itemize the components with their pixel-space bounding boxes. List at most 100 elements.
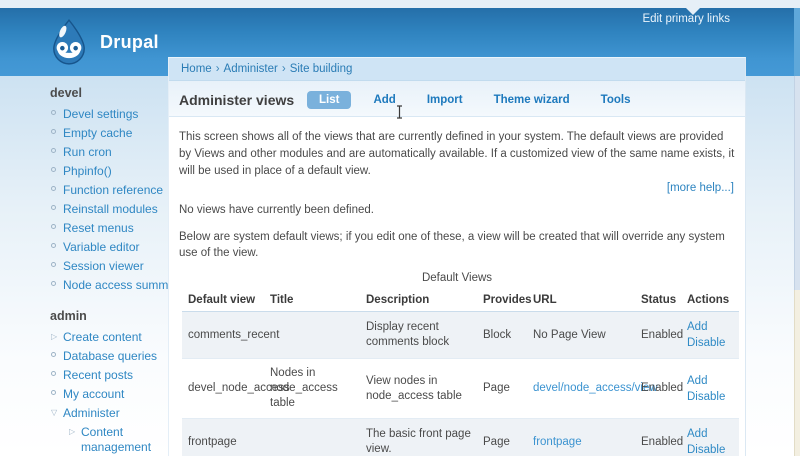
sidebar-link[interactable]: Empty cache (63, 126, 133, 140)
cell-default-view: devel_node_access (182, 358, 290, 419)
sidebar-item-my-account[interactable]: My account (0, 385, 168, 404)
col-status: Status (635, 289, 681, 312)
cell-url: devel/node_access/view (527, 358, 658, 419)
cell-status: Enabled (635, 418, 683, 456)
action-add-link[interactable]: Add (687, 321, 708, 333)
sidebar-link[interactable]: Reinstall modules (63, 202, 158, 216)
tab-list[interactable]: List (307, 91, 352, 109)
sidebar-link[interactable]: Reset menus (63, 221, 134, 235)
text-cursor-icon (395, 105, 404, 122)
tab-import-link[interactable]: Import (426, 94, 463, 106)
circle-bullet-icon (51, 243, 56, 248)
circle-bullet-icon (51, 186, 56, 191)
cell-actions: Add Disable (681, 358, 739, 419)
breadcrumb-link-site-building[interactable]: Site building (289, 63, 353, 75)
circle-bullet-icon (51, 262, 56, 267)
sidebar-item-variable-editor[interactable]: Variable editor (0, 238, 168, 257)
sidebar-item-phpinfo[interactable]: Phpinfo() (0, 162, 168, 181)
action-add-link[interactable]: Add (687, 428, 708, 440)
tab-tools-link[interactable]: Tools (600, 94, 631, 106)
sidebar-link[interactable]: Phpinfo() (63, 164, 112, 178)
action-disable-link[interactable]: Disable (687, 444, 726, 456)
tab-theme-wizard[interactable]: Theme wizard (485, 94, 579, 106)
scrollbar-track[interactable] (794, 290, 800, 456)
sidebar-item-create-content[interactable]: ▷ Create content (0, 328, 168, 347)
tab-add[interactable]: Add (364, 94, 404, 106)
sidebar-section-devel: devel Devel settings Empty cache Run cro… (0, 86, 185, 295)
scrollbar-thumb[interactable] (794, 76, 800, 290)
cell-provides: Block (477, 311, 527, 359)
col-url: URL (527, 289, 635, 312)
sidebar-link[interactable]: My account (63, 387, 125, 401)
view-url-link[interactable]: frontpage (533, 435, 582, 448)
action-disable-link[interactable]: Disable (687, 337, 726, 349)
sidebar-item-empty-cache[interactable]: Empty cache (0, 124, 168, 143)
scrollbar[interactable] (794, 8, 800, 456)
site-branding[interactable]: Drupal (50, 17, 170, 67)
sidebar-link[interactable]: Session viewer (63, 259, 144, 273)
tab-import[interactable]: Import (418, 94, 472, 106)
sidebar-link[interactable]: Content management (81, 425, 152, 454)
druplicon-drop-icon (50, 19, 88, 65)
sidebar-link[interactable]: Recent posts (63, 368, 134, 382)
default-views-table: Default view Title Description Provides … (182, 289, 739, 456)
breadcrumb-link-home[interactable]: Home (181, 63, 212, 75)
tab-theme-wizard-link[interactable]: Theme wizard (493, 94, 570, 106)
tab-add-link[interactable]: Add (373, 94, 396, 106)
sidebar-link[interactable]: Devel settings (63, 107, 139, 121)
circle-bullet-icon (51, 148, 56, 153)
view-url-link[interactable]: devel/node_access/view (533, 382, 658, 394)
cell-description: The basic front page view. (360, 418, 477, 456)
sidebar-item-content-management[interactable]: ▷ Content management (0, 423, 168, 456)
table-row: comments_recent Display recent comments … (182, 311, 739, 359)
sidebar-item-administer[interactable]: ▽ Administer (0, 404, 168, 423)
sidebar-link[interactable]: Create content (63, 330, 142, 344)
page-title: Administer views (179, 92, 295, 108)
no-views-text: No views have currently been defined. (179, 204, 374, 216)
col-title: Title (264, 289, 360, 312)
sidebar-link[interactable]: Node access summary (63, 278, 186, 292)
main-panel: Home › Administer › Site building Administer… (168, 57, 746, 456)
sidebar-link[interactable]: Administer (63, 406, 120, 420)
table-caption: Default Views (421, 272, 493, 284)
more-help-link[interactable]: [more help...] (666, 182, 734, 194)
cell-actions: Add Disable (681, 418, 739, 456)
circle-bullet-icon (51, 390, 56, 395)
sidebar-item-node-access-summary[interactable]: Node access summary (0, 276, 185, 295)
sidebar-item-session-viewer[interactable]: Session viewer (0, 257, 168, 276)
scrollbar-header-segment (794, 8, 800, 76)
circle-bullet-icon (51, 110, 56, 115)
cell-status: Enabled (635, 358, 683, 419)
sidebar-item-devel-settings[interactable]: Devel settings (0, 105, 168, 124)
sidebar-link[interactable]: Variable editor (63, 240, 140, 254)
cell-status: Enabled (635, 311, 683, 359)
triangle-down-icon: ▽ (51, 408, 58, 417)
cell-actions: Add Disable (681, 311, 739, 359)
edit-primary-links-link[interactable]: Edit primary links (642, 13, 730, 25)
main-content: This screen shows all of the views that … (169, 117, 745, 456)
action-add-link[interactable]: Add (687, 374, 708, 387)
breadcrumb-link-administer[interactable]: Administer (223, 63, 278, 75)
sidebar-section-admin: admin ▷ Create content Database queries R… (0, 309, 168, 456)
triangle-right-icon: ▷ (69, 427, 76, 436)
tab-tools[interactable]: Tools (592, 94, 640, 106)
action-disable-link[interactable]: Disable (687, 390, 726, 403)
page-head: Administer views List Add Import Theme w… (169, 81, 745, 117)
sidebar-item-recent-posts[interactable]: Recent posts (0, 366, 168, 385)
cell-description: View nodes in node_access table (360, 358, 477, 419)
sidebar-item-database-queries[interactable]: Database queries (0, 347, 168, 366)
table-row: frontpage The basic front page view. Pag… (182, 418, 739, 456)
sidebar-item-reset-menus[interactable]: Reset menus (0, 219, 168, 238)
sidebar-item-reinstall-modules[interactable]: Reinstall modules (0, 200, 168, 219)
col-actions: Actions (681, 289, 739, 312)
cell-title (264, 418, 360, 456)
sidebar-section-title: admin (50, 309, 87, 323)
sidebar-link[interactable]: Database queries (63, 349, 158, 363)
sidebar-link[interactable]: Run cron (63, 145, 112, 159)
breadcrumb-separator: › (215, 63, 220, 75)
sidebar-link[interactable]: Function reference (63, 183, 164, 197)
sidebar-item-function-reference[interactable]: Function reference (0, 181, 168, 200)
sidebar-item-run-cron[interactable]: Run cron (0, 143, 168, 162)
tab-list-link[interactable]: List (307, 91, 352, 109)
col-description: Description (360, 289, 477, 312)
